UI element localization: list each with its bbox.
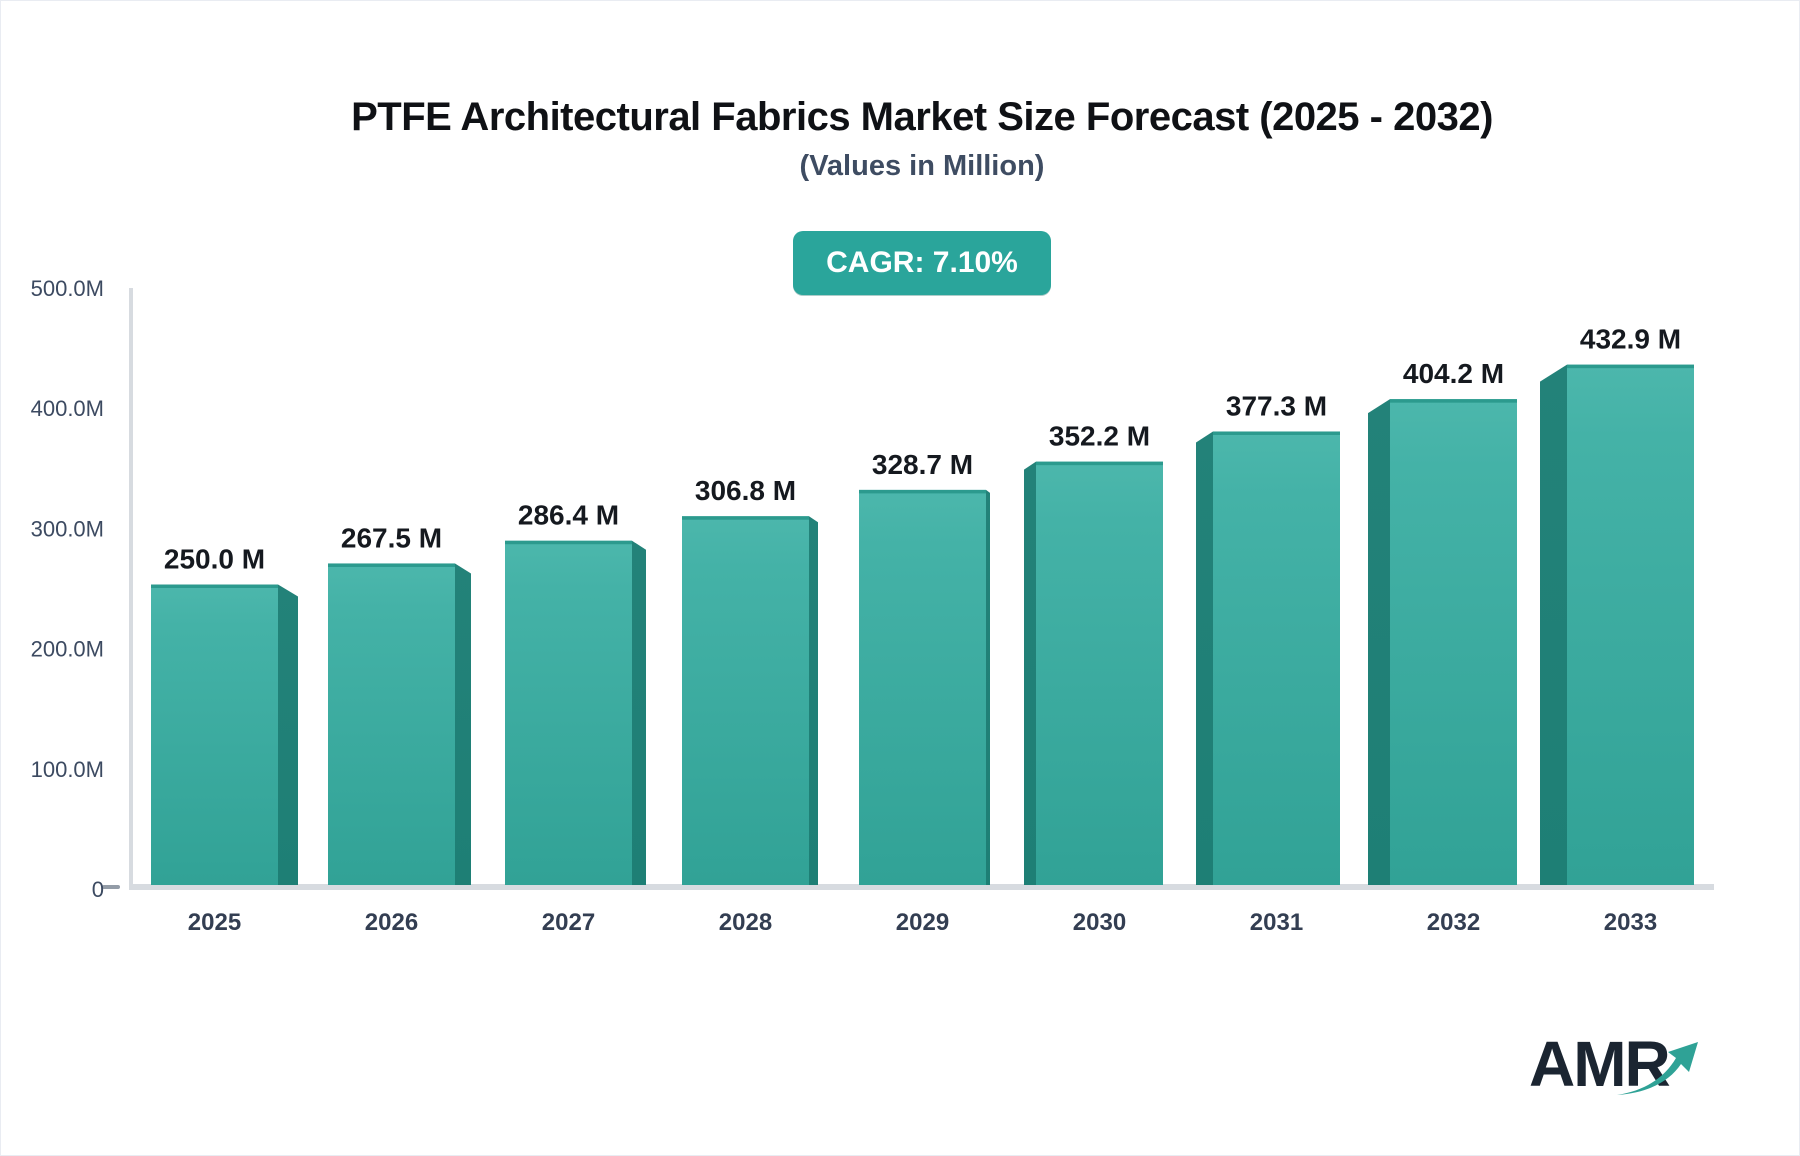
bar-group-2025: [151, 584, 298, 886]
x-tick-label-2025: 2025: [188, 909, 241, 936]
bar-2025[interactable]: [151, 584, 278, 886]
y-tick-label-200.0M: 200.0M: [31, 637, 104, 662]
y-tick-label-400.0M: 400.0M: [31, 396, 104, 421]
bar-group-2032: [1368, 399, 1517, 885]
x-tick-label-2032: 2032: [1427, 909, 1480, 936]
bar-top-edge-2030: [1036, 461, 1163, 466]
bar-top-edge-2025: [151, 584, 278, 588]
chart-title: PTFE Architectural Fabrics Market Size F…: [351, 95, 1493, 139]
chart-subtitle: (Values in Million): [799, 150, 1045, 182]
bar-2026[interactable]: [328, 563, 455, 885]
bar-group-2030: [1024, 461, 1163, 885]
y-tick-label-0: 0: [92, 877, 104, 902]
bar-top-edge-2028: [682, 516, 809, 520]
x-tick-label-2031: 2031: [1250, 909, 1303, 936]
bar-top-edge-2031: [1213, 431, 1340, 435]
bar-2032[interactable]: [1390, 399, 1517, 885]
bar-side-face-2031: [1196, 431, 1213, 885]
bars-layer: [151, 364, 1694, 886]
y-axis-line: [129, 288, 133, 885]
x-tick-label-2033: 2033: [1604, 909, 1657, 936]
bar-group-2029: [859, 489, 990, 885]
x-tick-label-2028: 2028: [719, 909, 772, 936]
axis-layer: [102, 288, 1714, 890]
bar-2031[interactable]: [1213, 431, 1340, 885]
bar-side-face-2033: [1540, 364, 1567, 886]
bar-2028[interactable]: [682, 516, 809, 885]
bar-value-label-2026: 267.5 M: [341, 522, 442, 553]
y-tick-label-500.0M: 500.0M: [31, 276, 104, 301]
bar-side-face-2029: [986, 489, 990, 885]
bar-value-label-2025: 250.0 M: [164, 544, 265, 575]
bar-side-face-2025: [278, 584, 298, 885]
bar-side-face-2028: [809, 516, 818, 885]
x-tick-label-2029: 2029: [896, 909, 949, 936]
bar-side-face-2027: [632, 540, 646, 885]
bar-2033[interactable]: [1567, 364, 1694, 886]
bar-top-edge-2026: [328, 563, 455, 567]
cagr-badge-wrap: CAGR: 7.10%: [45, 231, 1799, 295]
y-tick-label-300.0M: 300.0M: [31, 516, 104, 541]
bar-side-face-2026: [455, 563, 471, 885]
bar-value-label-2029: 328.7 M: [872, 449, 973, 480]
bar-group-2028: [682, 516, 818, 885]
x-tick-label-2026: 2026: [365, 909, 418, 936]
cagr-badge: CAGR: 7.10%: [793, 231, 1051, 295]
bar-top-edge-2027: [505, 540, 632, 545]
labels-layer: 0 100.0M 200.0M 300.0M 400.0M 500.0M 250.0 M 20…: [31, 276, 1681, 936]
bar-group-2031: [1196, 431, 1340, 885]
bar-top-edge-2033: [1567, 364, 1694, 369]
bar-group-2033: [1540, 364, 1694, 886]
bar-side-face-2030: [1024, 461, 1036, 885]
bar-value-label-2027: 286.4 M: [518, 500, 619, 531]
bar-group-2027: [505, 540, 646, 885]
x-axis-line: [129, 884, 1714, 890]
bar-side-face-2032: [1368, 399, 1390, 885]
bar-group-2026: [328, 563, 471, 885]
chart-header: PTFE Architectural Fabrics Market Size F…: [45, 1, 1799, 295]
bar-value-label-2031: 377.3 M: [1226, 390, 1327, 421]
bar-2030[interactable]: [1036, 461, 1163, 885]
amr-logo: AMR: [1529, 1027, 1729, 1117]
y-tick-label-100.0M: 100.0M: [31, 757, 104, 782]
bar-value-label-2033: 432.9 M: [1580, 324, 1681, 355]
bar-top-edge-2032: [1390, 399, 1517, 403]
growth-arrow-icon: [1617, 1042, 1698, 1095]
zero-tick-mark: [102, 885, 120, 889]
bar-2027[interactable]: [505, 540, 632, 885]
bar-top-edge-2029: [859, 489, 986, 494]
x-tick-label-2030: 2030: [1073, 909, 1126, 936]
bar-value-label-2030: 352.2 M: [1049, 421, 1150, 452]
x-tick-label-2027: 2027: [542, 909, 595, 936]
bar-value-label-2028: 306.8 M: [695, 475, 796, 506]
bar-value-label-2032: 404.2 M: [1403, 358, 1504, 389]
bar-2029[interactable]: [859, 489, 986, 885]
